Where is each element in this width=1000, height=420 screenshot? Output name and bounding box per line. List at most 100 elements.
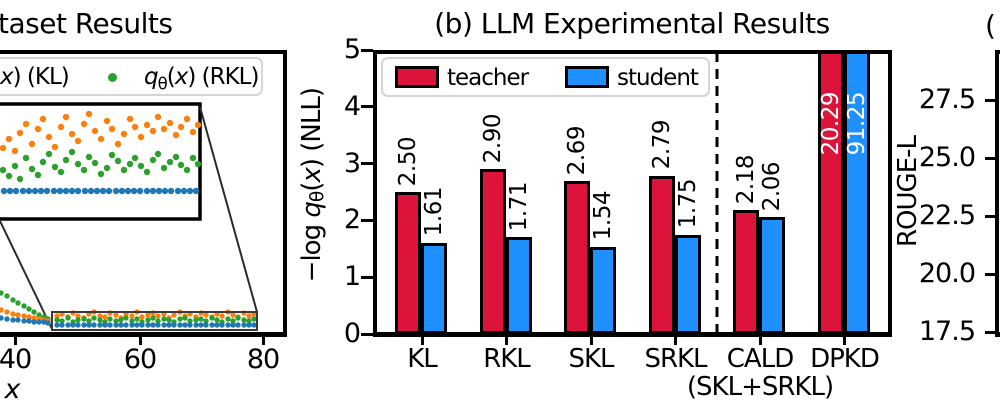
scatter-dot-kl [219,313,225,319]
scatter-dot-rkl [54,317,60,323]
inset-dot-target [105,187,113,195]
panel-b-top-spine [373,50,892,54]
inset-dot-kl [16,129,24,137]
legend-label-rkl: qθ(x) (RKL) [144,64,259,94]
inset-dot-rkl [120,166,128,174]
inset-dot-rkl [34,171,42,179]
legend-label-teacher: teacher [447,65,529,91]
panel-b-catlabel-CALD: CALD [726,344,794,374]
scatter-dot-target [36,319,42,325]
scatter-dot-kl [139,314,145,320]
scatter-dot-target [230,322,236,328]
scatter-dot-target [251,322,257,328]
inset-dot-rkl [137,162,145,170]
math-x: x [174,64,189,90]
inset-dot-kl [91,127,99,135]
inset-dot-kl [5,135,13,143]
inset-dot-target [74,187,82,195]
scatter-dot-rkl [166,317,172,323]
scatter-dot-target [123,322,129,328]
scatter-dot-rkl [4,293,10,299]
scatter-dot-target [235,322,241,328]
panel-a-xticklabel: 40 [0,344,32,375]
panel-b-ytick [361,275,373,279]
scatter-dot-target [81,322,87,328]
inset-dot-rkl [177,161,185,169]
scatter-dot-kl [129,313,135,319]
math-theta-sub: θ [307,191,329,203]
inset-dot-target [87,187,95,195]
panel-c-yticklabel: 22.5 [918,200,976,231]
bar-student-DPKD [843,50,870,334]
panel-b-yticklabel: 4 [343,90,361,122]
scatter-dot-target [129,322,135,328]
bar-value-label: 2.79 [648,120,675,170]
scatter-dot-rkl [251,316,257,322]
legend-swatch-student-icon [565,66,609,88]
scatter-dot-kl [31,315,37,321]
bar-teacher-RKL [479,169,506,334]
inset-dot-kl [62,113,70,121]
scatter-dot-rkl [209,315,215,321]
scatter-dot-kl [0,307,4,313]
inset-dot-target [81,187,89,195]
inset-dot-kl [154,113,162,121]
scatter-dot-target [0,315,4,321]
inset-dot-target [31,187,39,195]
inset-dot-kl [11,147,19,155]
scatter-dot-kl [4,309,10,315]
scatter-dot-rkl [26,306,32,312]
scatter-dot-target [139,322,145,328]
inset-dot-target [136,187,144,195]
bar-value-label: 20.29 [817,92,844,156]
scatter-dot-target [91,322,97,328]
scatter-dot-target [150,322,156,328]
inset-dot-rkl [45,150,53,158]
inset-dot-target [180,187,188,195]
scatter-dot-target [97,322,103,328]
bar-teacher-SKL [564,181,590,334]
inset-dot-target [167,187,175,195]
scatter-dot-kl [230,312,236,318]
scatter-dot-rkl [21,303,27,309]
inset-dot-rkl [126,160,134,168]
inset-dot-target [143,187,151,195]
scatter-dot-rkl [235,315,241,321]
panel-c-bottom-spine [995,332,1000,337]
panel-b-yticklabel: 3 [343,147,361,179]
panel-a-xtick [138,337,142,345]
inset-dot-kl [68,130,76,138]
math-theta-sub: θ [157,74,168,94]
panel-a-title: taset Results [0,7,173,40]
inset-dot-rkl [11,162,19,170]
panel-c-ytick [985,98,995,102]
inset-dot-rkl [51,163,59,171]
scatter-dot-target [45,320,51,326]
scatter-dot-target [182,322,188,328]
inset-dot-kl [85,110,93,118]
scatter-dot-rkl [241,317,247,323]
scatter-dot-target [15,317,21,323]
panel-a-right-spine [283,50,287,336]
inset-dot-target [37,187,45,195]
inset-dot-kl [166,119,174,127]
inset-dot-kl [160,125,168,133]
scatter-dot-kl [145,312,151,318]
panel-a-xlabel: x [4,374,21,405]
inset-dot-target [130,187,138,195]
scatter-dot-target [107,322,113,328]
inset-dot-target [12,187,20,195]
panel-c-title-fragment: ( [985,9,996,42]
legend-label-kl-fragment: x) (KL) [0,64,70,90]
scatter-dot-rkl [36,312,42,318]
inset-dot-target [99,187,107,195]
inset-dot-target [6,187,14,195]
scatter-dot-rkl [91,315,97,321]
panel-b-ytick [361,332,373,336]
inset-dot-rkl [97,170,105,178]
paren: ( [297,182,327,192]
bar-value-label: 2.69 [564,126,590,176]
inset-dot-rkl [160,164,168,172]
panel-c-ytick [985,272,995,276]
